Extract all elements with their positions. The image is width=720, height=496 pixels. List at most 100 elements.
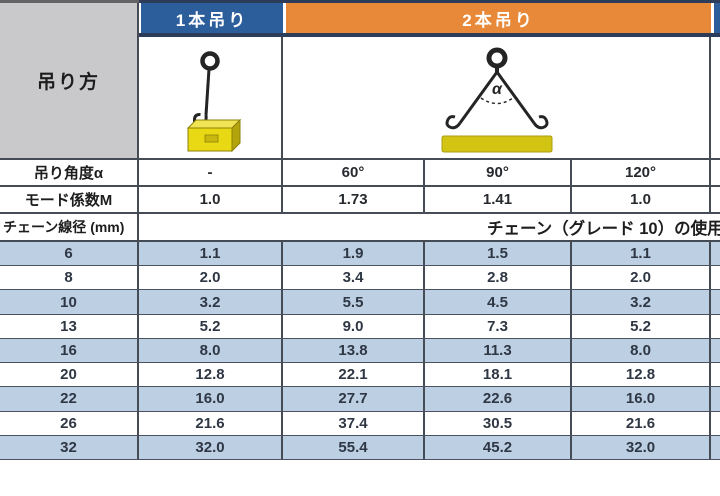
chain-grade-note-cell: チェーン（グレード 10）の使用 [139, 214, 720, 242]
mode-value-60: 1.73 [283, 187, 425, 214]
load-value-cell: 1.5 [425, 242, 572, 266]
load-value-cell: 2.0 [139, 266, 283, 290]
table-row: 22 16.0 27.7 22.6 16.0 [0, 387, 720, 412]
load-value-cell: 32.0 [139, 435, 283, 459]
load-value-cell: 3.2 [139, 290, 283, 314]
angle-row-label: 吊り角度α [0, 160, 139, 187]
mode-value-cropped [711, 187, 720, 214]
chain-diameter-cell: 8 [0, 266, 139, 290]
load-value-cell: 30.5 [425, 411, 572, 435]
load-value-cell: 5.2 [572, 314, 711, 338]
load-value-cell: 8.0 [572, 338, 711, 363]
angle-value-120: 120° [572, 160, 711, 187]
mode-row-label: モード係数M [0, 187, 139, 214]
chain-diameter-cell: 6 [0, 242, 139, 266]
angle-row-label-text: 吊り角度α [33, 165, 104, 182]
table-row: 6 1.1 1.9 1.5 1.1 [0, 242, 720, 267]
load-value-cell: 1.9 [283, 242, 425, 266]
load-value-cell: 32.0 [572, 435, 711, 459]
two-leg-sling-illustration: α [441, 47, 553, 153]
angle-value-single: - [139, 160, 283, 187]
cropped-cell [711, 315, 720, 338]
chain-diameter-cell: 20 [0, 363, 139, 387]
double-sling-illustration-cell: α [283, 37, 711, 160]
load-value-cell: 5.2 [139, 314, 283, 338]
load-value-cell: 5.5 [283, 290, 425, 314]
data-rows: 6 1.1 1.9 1.5 1.1 8 2.0 3.4 2.8 2.0 10 3.2 5.5 4.5 3.2… [0, 242, 720, 460]
table-row: 8 2.0 3.4 2.8 2.0 [0, 266, 720, 291]
load-value-cell: 22.6 [425, 387, 572, 411]
cropped-cell [711, 436, 720, 459]
table-row: 32 32.0 55.4 45.2 32.0 [0, 435, 720, 460]
chain-diameter-cell: 32 [0, 435, 139, 459]
chain-diameter-cell: 13 [0, 314, 139, 338]
load-value-cell: 45.2 [425, 435, 572, 459]
load-value-cell: 55.4 [283, 435, 425, 459]
table-row: 16 8.0 13.8 11.3 8.0 [0, 338, 720, 364]
table-row: 13 5.2 9.0 7.3 5.2 [0, 314, 720, 339]
table-row: 10 3.2 5.5 4.5 3.2 [0, 290, 720, 315]
lifting-ring-icon [200, 51, 220, 71]
angle-value-60: 60° [283, 160, 425, 187]
load-value-cell: 9.0 [283, 314, 425, 338]
chain-diameter-label-text: チェーン線径 (mm) [3, 219, 125, 235]
lifting-ring-icon [486, 47, 508, 69]
load-value-cell: 16.0 [572, 387, 711, 411]
chain-diameter-row-label: チェーン線径 (mm) [0, 214, 139, 242]
load-value-cell: 4.5 [425, 290, 572, 314]
cropped-cell [711, 242, 720, 265]
load-value-cell: 2.8 [425, 266, 572, 290]
mode-value-90: 1.41 [425, 187, 572, 214]
illustration-cell-cropped [711, 37, 720, 160]
chain-grade-note: チェーン（グレード 10）の使用 [487, 220, 720, 238]
load-value-cell: 13.8 [283, 338, 425, 363]
hook-icon-left [445, 115, 462, 130]
load-value-cell: 2.0 [572, 266, 711, 290]
load-value-cell: 21.6 [572, 411, 711, 435]
cropped-cell [711, 387, 720, 410]
hook-icon-right [532, 115, 549, 130]
cropped-cell [711, 266, 720, 289]
table-row: 26 21.6 37.4 30.5 21.6 [0, 411, 720, 436]
cropped-cell [711, 339, 720, 362]
load-value-cell: 12.8 [139, 363, 283, 387]
single-sling-illustration-cell [139, 37, 283, 160]
load-value-cell: 1.1 [572, 242, 711, 266]
column-group-next-cropped [714, 3, 720, 33]
load-value-cell: 18.1 [425, 363, 572, 387]
table-top-border [139, 0, 720, 3]
load-value-cell: 8.0 [139, 338, 283, 363]
table-row: 20 12.8 22.1 18.1 12.8 [0, 363, 720, 388]
lifting-method-label: 吊り方 [36, 72, 100, 93]
load-value-cell: 37.4 [283, 411, 425, 435]
column-group-double-sling: 2本吊り [286, 3, 711, 33]
mode-value-120: 1.0 [572, 187, 711, 214]
cropped-cell [711, 290, 720, 313]
load-value-cell: 11.3 [425, 338, 572, 363]
load-value-cell: 7.3 [425, 314, 572, 338]
chain-diameter-cell: 10 [0, 290, 139, 314]
angle-arc [480, 97, 514, 105]
load-value-cell: 22.1 [283, 363, 425, 387]
cropped-cell [711, 363, 720, 386]
mode-value-single: 1.0 [139, 187, 283, 214]
load-value-cell: 27.7 [283, 387, 425, 411]
single-leg-sling-illustration [186, 51, 242, 153]
column-group-single-sling: 1本吊り [141, 3, 283, 33]
load-value-cell: 21.6 [139, 411, 283, 435]
load-block-mark [204, 134, 219, 143]
chain-leg-left [458, 71, 499, 124]
single-sling-header-label: 1本吊り [175, 10, 249, 30]
mode-row-label-text: モード係数M [24, 192, 113, 209]
load-beam [441, 135, 553, 153]
chain-leg-right [495, 71, 536, 124]
cropped-cell [711, 412, 720, 435]
corner-cell-lifting-method: 吊り方 [0, 3, 139, 160]
chain-diameter-cell: 22 [0, 387, 139, 411]
angle-value-90: 90° [425, 160, 572, 187]
load-value-cell: 12.8 [572, 363, 711, 387]
angle-value-cropped [711, 160, 720, 187]
chain-leg [204, 68, 211, 116]
load-value-cell: 3.4 [283, 266, 425, 290]
